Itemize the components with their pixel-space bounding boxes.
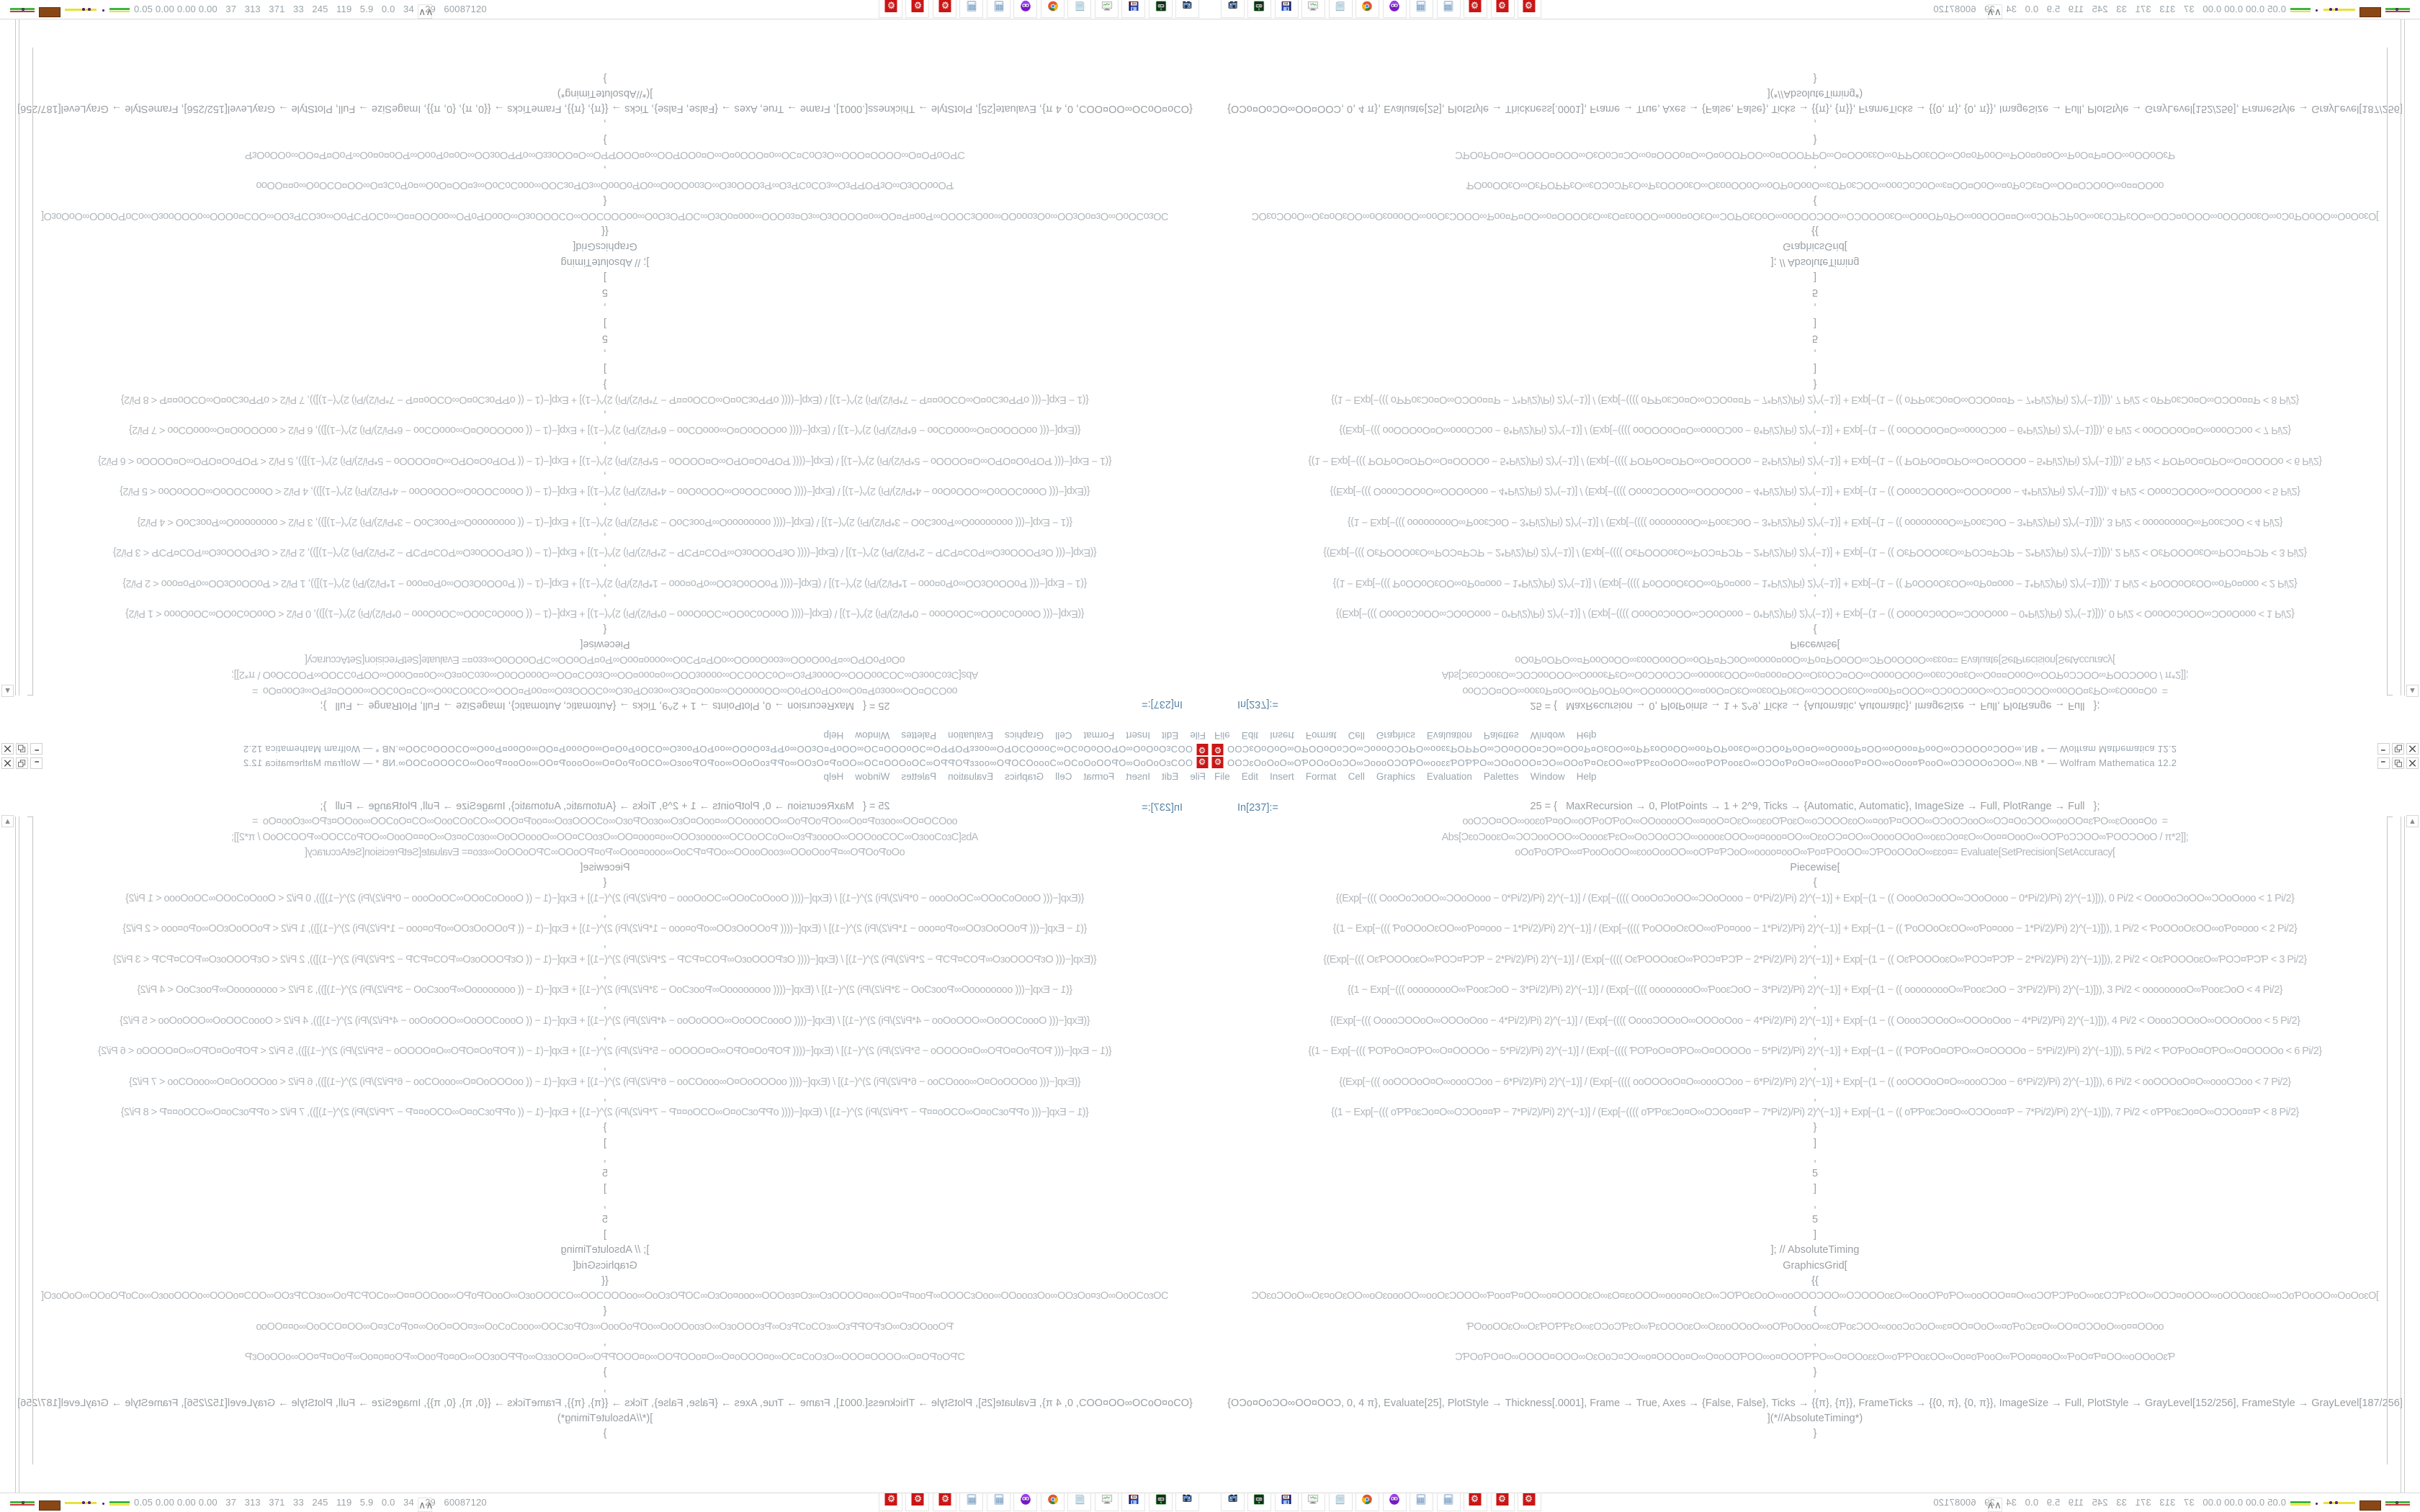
svg-text:64: 64 (1284, 1495, 1289, 1500)
svg-text:64: 64 (1132, 2, 1137, 6)
svg-text:64: 64 (1132, 1495, 1137, 1500)
svg-text:64: 64 (1284, 2, 1289, 6)
